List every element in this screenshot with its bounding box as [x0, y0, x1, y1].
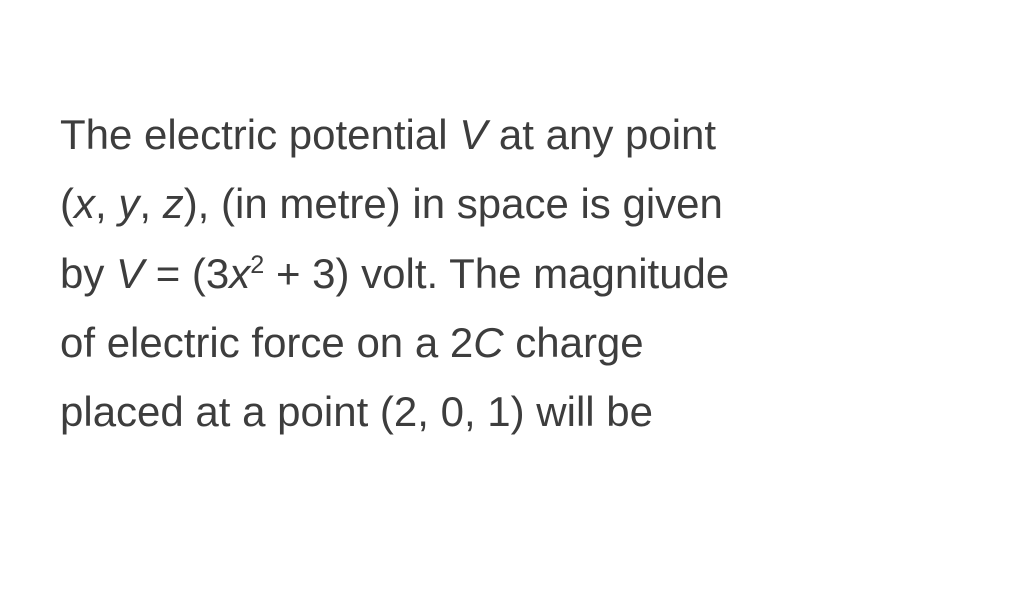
variable-y: y — [118, 180, 139, 227]
text-line-1: The electric potential V at any point — [60, 100, 964, 169]
text-line-2: (x, y, z), (in metre) in space is given — [60, 169, 964, 238]
text: ), (in metre) in space is given — [184, 180, 723, 227]
text: placed at a point (2, 0, 1) will be — [60, 388, 653, 435]
variable-V: V — [116, 250, 144, 297]
text-line-3: by V = (3x2 + 3) volt. The magnitude — [60, 239, 964, 308]
text: ( — [60, 180, 74, 227]
variable-x: x — [229, 250, 250, 297]
text: , — [95, 180, 118, 227]
variable-x: x — [74, 180, 95, 227]
text: , — [139, 180, 162, 227]
variable-V: V — [459, 111, 487, 158]
text: charge — [504, 319, 644, 366]
text: + 3) volt. The magnitude — [264, 250, 729, 297]
superscript: 2 — [250, 251, 264, 279]
text: by — [60, 250, 116, 297]
question-text: The electric potential V at any point (x… — [0, 0, 1024, 597]
text-line-5: placed at a point (2, 0, 1) will be — [60, 377, 964, 446]
text: The electric potential — [60, 111, 459, 158]
variable-C: C — [473, 319, 503, 366]
text-line-4: of electric force on a 2C charge — [60, 308, 964, 377]
text: = (3 — [144, 250, 229, 297]
text: of electric force on a 2 — [60, 319, 473, 366]
variable-z: z — [163, 180, 184, 227]
text: at any point — [487, 111, 716, 158]
